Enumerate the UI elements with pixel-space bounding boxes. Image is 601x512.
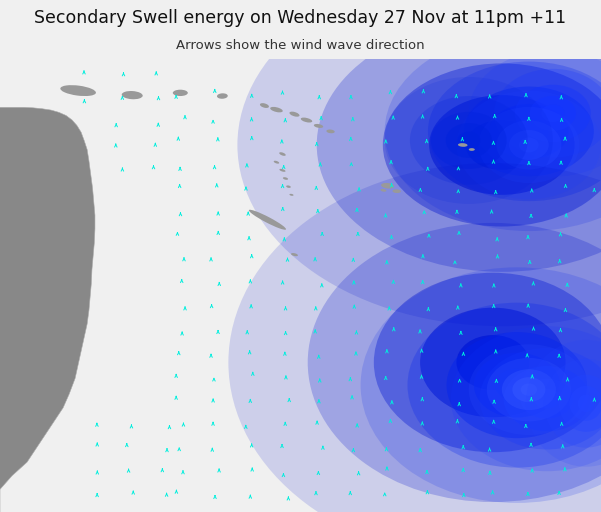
Ellipse shape xyxy=(496,120,561,169)
Ellipse shape xyxy=(410,96,528,185)
Ellipse shape xyxy=(429,95,575,195)
Ellipse shape xyxy=(383,63,601,226)
Ellipse shape xyxy=(469,345,589,435)
Ellipse shape xyxy=(474,353,560,417)
Ellipse shape xyxy=(290,112,299,117)
Ellipse shape xyxy=(570,386,601,421)
Ellipse shape xyxy=(478,107,579,183)
Ellipse shape xyxy=(520,379,573,419)
Ellipse shape xyxy=(457,335,529,390)
Ellipse shape xyxy=(290,194,293,196)
Ellipse shape xyxy=(451,326,601,471)
Ellipse shape xyxy=(464,87,594,176)
Ellipse shape xyxy=(504,366,590,431)
Ellipse shape xyxy=(217,93,228,99)
Ellipse shape xyxy=(270,107,282,112)
Ellipse shape xyxy=(509,130,549,160)
Ellipse shape xyxy=(279,152,285,156)
Ellipse shape xyxy=(381,183,394,188)
Ellipse shape xyxy=(519,138,539,153)
Ellipse shape xyxy=(457,132,480,149)
Ellipse shape xyxy=(534,389,560,409)
Ellipse shape xyxy=(526,340,601,467)
Ellipse shape xyxy=(314,124,323,128)
Ellipse shape xyxy=(407,303,601,467)
Ellipse shape xyxy=(228,163,601,512)
Ellipse shape xyxy=(494,69,601,158)
Ellipse shape xyxy=(530,96,576,131)
Ellipse shape xyxy=(515,84,591,142)
Ellipse shape xyxy=(260,103,269,108)
Ellipse shape xyxy=(420,308,566,417)
Ellipse shape xyxy=(578,395,594,412)
Ellipse shape xyxy=(249,210,286,230)
Ellipse shape xyxy=(308,223,601,502)
Ellipse shape xyxy=(361,267,601,503)
Ellipse shape xyxy=(544,359,601,447)
Ellipse shape xyxy=(447,332,587,438)
Ellipse shape xyxy=(317,18,601,272)
Ellipse shape xyxy=(559,375,601,432)
Ellipse shape xyxy=(385,77,553,204)
Ellipse shape xyxy=(286,185,291,188)
Ellipse shape xyxy=(512,377,546,402)
Ellipse shape xyxy=(291,253,298,256)
Ellipse shape xyxy=(469,148,475,151)
Ellipse shape xyxy=(60,85,96,96)
Ellipse shape xyxy=(237,0,601,326)
Polygon shape xyxy=(0,108,95,512)
Ellipse shape xyxy=(480,348,601,450)
Ellipse shape xyxy=(446,123,492,158)
Ellipse shape xyxy=(487,358,571,421)
Ellipse shape xyxy=(458,143,468,147)
Text: Secondary Swell energy on Wednesday 27 Nov at 11pm +11: Secondary Swell energy on Wednesday 27 N… xyxy=(34,9,567,27)
Ellipse shape xyxy=(326,130,335,133)
Ellipse shape xyxy=(469,50,601,177)
Ellipse shape xyxy=(495,369,538,401)
Ellipse shape xyxy=(374,273,601,452)
Ellipse shape xyxy=(465,120,538,170)
Ellipse shape xyxy=(392,189,401,193)
Ellipse shape xyxy=(502,369,556,410)
Ellipse shape xyxy=(520,383,537,396)
Ellipse shape xyxy=(380,189,386,191)
Ellipse shape xyxy=(428,61,601,201)
Ellipse shape xyxy=(300,118,313,122)
Ellipse shape xyxy=(457,91,601,199)
Ellipse shape xyxy=(385,32,601,231)
Ellipse shape xyxy=(173,90,188,96)
Ellipse shape xyxy=(431,112,507,169)
Ellipse shape xyxy=(489,104,569,159)
Ellipse shape xyxy=(542,104,564,122)
Ellipse shape xyxy=(273,161,279,164)
Ellipse shape xyxy=(122,91,142,99)
Text: Arrows show the wind wave direction: Arrows show the wind wave direction xyxy=(176,39,425,52)
Ellipse shape xyxy=(283,177,288,180)
Ellipse shape xyxy=(509,118,549,145)
Ellipse shape xyxy=(279,169,285,172)
